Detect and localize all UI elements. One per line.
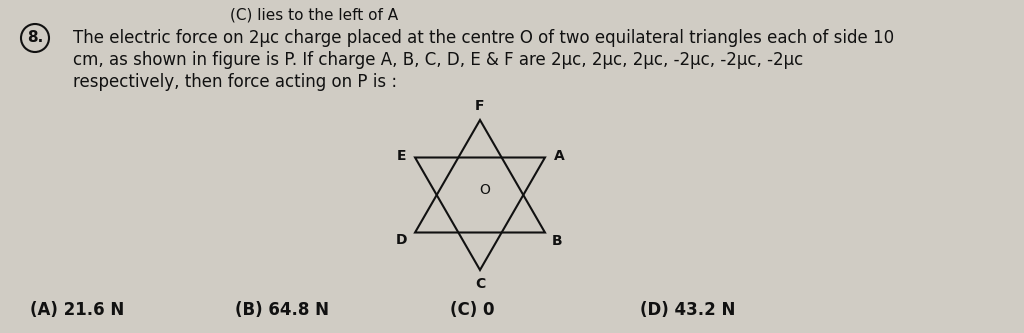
Text: C: C [475,277,485,291]
Text: (C) 0: (C) 0 [450,301,495,319]
Text: D: D [395,233,407,247]
Text: 8.: 8. [27,31,43,46]
Text: F: F [475,99,484,113]
Text: B: B [552,233,562,247]
Text: respectively, then force acting on P is :: respectively, then force acting on P is … [73,73,397,91]
Text: The electric force on 2μc charge placed at the centre O of two equilateral trian: The electric force on 2μc charge placed … [73,29,894,47]
Text: O: O [479,183,490,197]
Text: (C) lies to the left of A: (C) lies to the left of A [230,8,398,23]
Text: (D) 43.2 N: (D) 43.2 N [640,301,735,319]
Text: A: A [554,149,564,163]
Text: E: E [396,149,406,163]
Text: (A) 21.6 N: (A) 21.6 N [30,301,124,319]
Text: cm, as shown in figure is P. If charge A, B, C, D, E & F are 2μc, 2μc, 2μc, -2μc: cm, as shown in figure is P. If charge A… [73,51,803,69]
Text: (B) 64.8 N: (B) 64.8 N [234,301,329,319]
